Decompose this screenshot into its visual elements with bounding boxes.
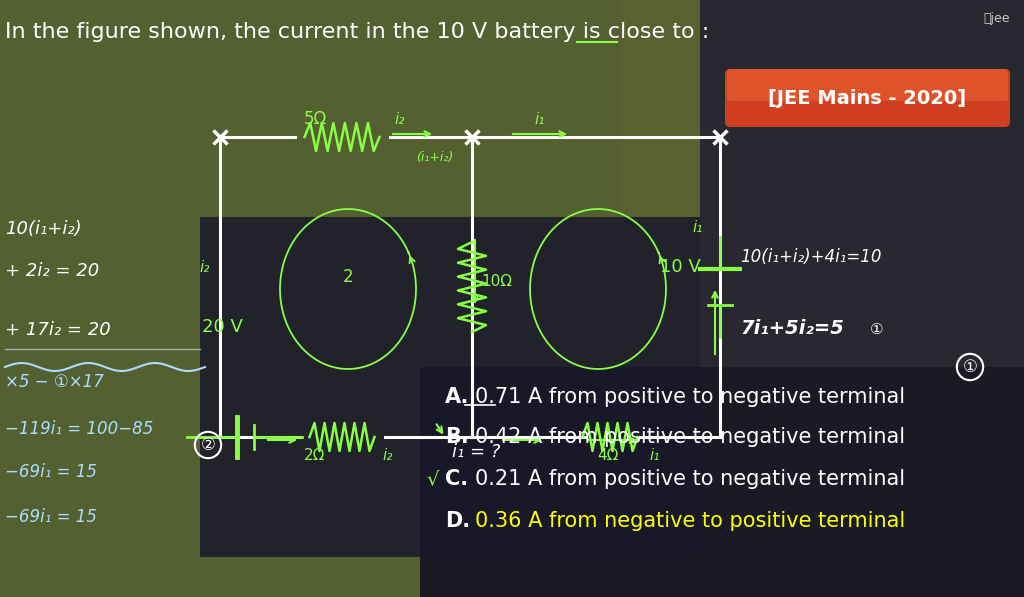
Text: i₁: i₁: [650, 448, 660, 463]
Text: (i₁+i₂): (i₁+i₂): [417, 150, 454, 164]
Text: 🔵jee: 🔵jee: [983, 12, 1010, 25]
Text: 2: 2: [343, 268, 353, 286]
Text: 20 V: 20 V: [202, 318, 243, 336]
Text: ①: ①: [870, 322, 884, 337]
Text: −119i₁ = 100−85: −119i₁ = 100−85: [5, 420, 154, 438]
Text: 10(i₁+i₂): 10(i₁+i₂): [5, 220, 82, 238]
Text: + 17i₂ = 20: + 17i₂ = 20: [5, 321, 111, 339]
Text: ①: ①: [963, 358, 978, 376]
Text: 0.42 A from positive to negative terminal: 0.42 A from positive to negative termina…: [475, 427, 905, 447]
Text: C.: C.: [445, 469, 468, 489]
Text: 10 V: 10 V: [659, 258, 700, 276]
Text: B.: B.: [445, 427, 469, 447]
Text: 0.36 A from negative to positive terminal: 0.36 A from negative to positive termina…: [475, 511, 905, 531]
Text: √: √: [427, 469, 439, 488]
Text: i₂: i₂: [395, 112, 406, 127]
Text: i₁ = ?: i₁ = ?: [452, 443, 501, 461]
Text: 10Ω: 10Ω: [481, 275, 512, 290]
Text: 2Ω: 2Ω: [304, 448, 326, 463]
Text: A.: A.: [445, 387, 469, 407]
Text: −69i₁ = 15: −69i₁ = 15: [5, 463, 97, 481]
Text: + 2i₂ = 20: + 2i₂ = 20: [5, 262, 99, 280]
Text: 5Ω: 5Ω: [303, 110, 327, 128]
FancyBboxPatch shape: [725, 69, 1010, 127]
Text: 7i₁+5i₂=5: 7i₁+5i₂=5: [740, 319, 844, 338]
Text: In the figure shown, the current in the 10 V battery is close to :: In the figure shown, the current in the …: [5, 22, 710, 42]
Text: i₂: i₂: [200, 260, 210, 275]
Polygon shape: [200, 217, 700, 557]
Text: 4Ω: 4Ω: [597, 448, 618, 463]
Text: [JEE Mains - 2020]: [JEE Mains - 2020]: [768, 88, 966, 107]
Polygon shape: [700, 0, 1024, 597]
Text: i₂: i₂: [383, 448, 393, 463]
Text: i₁: i₁: [693, 220, 703, 235]
Text: 0.21 A from positive to negative terminal: 0.21 A from positive to negative termina…: [475, 469, 905, 489]
Text: D.: D.: [445, 511, 470, 531]
Text: ②: ②: [201, 436, 215, 454]
FancyBboxPatch shape: [727, 69, 1008, 101]
Polygon shape: [420, 367, 1024, 597]
Text: ×5 − ①×17: ×5 − ①×17: [5, 373, 103, 391]
Text: 0.71 A from positive to negative terminal: 0.71 A from positive to negative termina…: [475, 387, 905, 407]
Polygon shape: [0, 0, 620, 597]
Text: −69i₁ = 15: −69i₁ = 15: [5, 508, 97, 526]
Text: 10(i₁+i₂)+4i₁=10: 10(i₁+i₂)+4i₁=10: [740, 248, 882, 266]
Text: i₁: i₁: [535, 112, 545, 127]
